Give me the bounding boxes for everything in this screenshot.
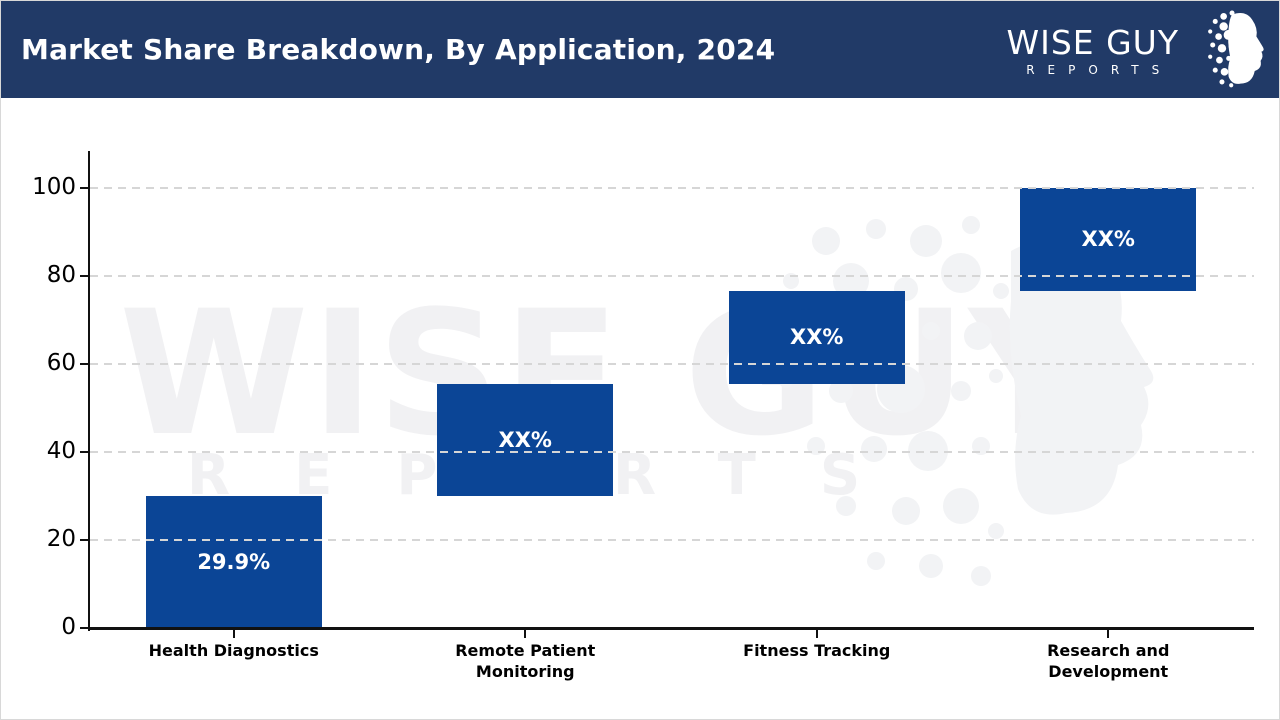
dotted-head-icon <box>1208 10 1264 87</box>
x-category-label: Remote Patient Monitoring <box>455 641 596 682</box>
y-axis-tick <box>80 363 88 365</box>
y-axis-tick <box>80 187 88 189</box>
bar-value-label: XX% <box>498 428 552 453</box>
x-axis-tick <box>1107 630 1110 638</box>
y-tick-label: 0 <box>61 614 76 640</box>
bar-value-label: XX% <box>1081 227 1135 252</box>
bar: 29.9% <box>145 496 322 628</box>
page-title: Market Share Breakdown, By Application, … <box>21 33 776 66</box>
grid-line <box>90 275 1254 277</box>
y-tick-label: 40 <box>46 438 76 464</box>
x-category-label: Research and Development <box>1047 641 1170 682</box>
y-tick-label: 20 <box>46 526 76 552</box>
y-axis-tick <box>80 275 88 277</box>
grid-line <box>90 539 1254 541</box>
brand-logo-text: WISE GUY REPORTS <box>1006 23 1179 77</box>
bar: XX% <box>728 290 905 384</box>
brand-name: WISE GUY <box>1006 22 1179 62</box>
y-axis <box>88 151 90 631</box>
y-axis-tick <box>80 539 88 541</box>
x-category-label: Health Diagnostics <box>148 641 319 660</box>
x-axis <box>88 627 1254 630</box>
grid-line <box>90 187 1254 189</box>
bar-value-label: XX% <box>790 325 844 350</box>
y-axis-tick <box>80 451 88 453</box>
brand-subname: REPORTS <box>1026 62 1173 77</box>
header: Market Share Breakdown, By Application, … <box>1 1 1279 98</box>
x-category-label: Fitness Tracking <box>743 641 891 660</box>
bar-value-label: 29.9% <box>197 550 271 575</box>
y-tick-label: 60 <box>46 350 76 376</box>
x-axis-tick <box>524 630 527 638</box>
y-tick-label: 100 <box>32 174 76 200</box>
x-axis-tick <box>232 630 235 638</box>
y-tick-label: 80 <box>46 262 76 288</box>
bar: XX% <box>437 383 614 497</box>
grid-line <box>90 451 1254 453</box>
y-axis-tick <box>80 627 88 629</box>
brand-logo: WISE GUY REPORTS <box>1006 1 1269 98</box>
grid-line <box>90 363 1254 365</box>
x-axis-tick <box>815 630 818 638</box>
